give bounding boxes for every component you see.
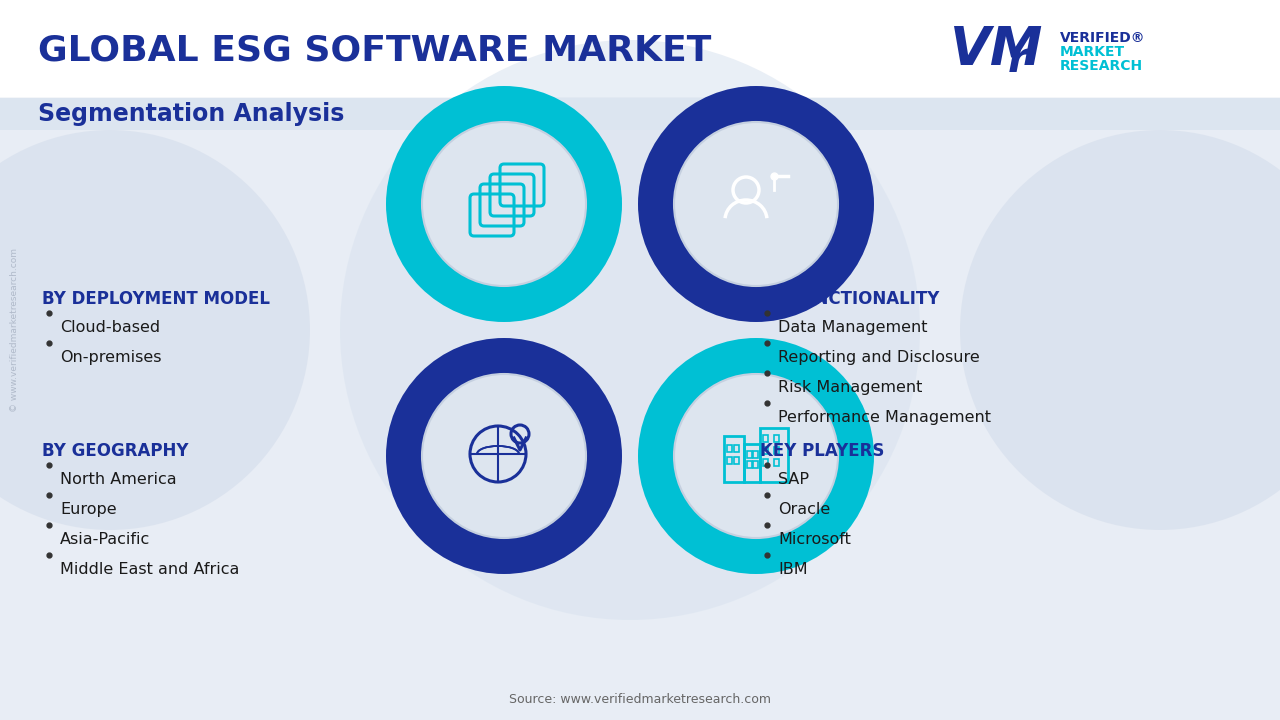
Text: Source: www.verifiedmarketresearch.com: Source: www.verifiedmarketresearch.com [509, 693, 771, 706]
Text: Risk Management: Risk Management [778, 380, 923, 395]
Circle shape [675, 374, 838, 538]
Text: IBM: IBM [778, 562, 808, 577]
Bar [724, 436, 744, 482]
Text: © www.verifiedmarketresearch.com: © www.verifiedmarketresearch.com [10, 248, 19, 412]
Circle shape [422, 374, 586, 538]
Bar [774, 459, 780, 466]
Text: Performance Management: Performance Management [778, 410, 991, 425]
Circle shape [0, 130, 310, 530]
Text: BY GEOGRAPHY: BY GEOGRAPHY [42, 442, 188, 460]
Bar [744, 444, 760, 482]
Text: Microsoft: Microsoft [778, 532, 851, 547]
Bar [760, 428, 788, 482]
Text: On-premises: On-premises [60, 350, 161, 365]
Bar [774, 435, 780, 442]
Text: VM: VM [950, 24, 1043, 76]
Bar [763, 435, 768, 442]
Text: Europe: Europe [60, 502, 116, 517]
Bar [727, 457, 732, 464]
Circle shape [637, 86, 874, 322]
Text: Segmentation Analysis: Segmentation Analysis [38, 102, 344, 126]
Bar [774, 447, 780, 454]
Circle shape [637, 338, 874, 574]
Text: Asia-Pacific: Asia-Pacific [60, 532, 150, 547]
Circle shape [675, 122, 838, 286]
Text: RESEARCH: RESEARCH [1060, 59, 1143, 73]
Bar [0, 0, 1280, 100]
Text: KEY PLAYERS: KEY PLAYERS [760, 442, 884, 460]
Text: Reporting and Disclosure: Reporting and Disclosure [778, 350, 979, 365]
Bar [0, 98, 1280, 720]
Text: r: r [1009, 39, 1029, 81]
Text: VERIFIED®: VERIFIED® [1060, 31, 1146, 45]
Circle shape [340, 40, 920, 620]
Circle shape [422, 122, 586, 286]
Bar [763, 459, 768, 466]
Text: Data Management: Data Management [778, 320, 928, 335]
Bar [733, 457, 739, 464]
Bar [748, 461, 753, 468]
Circle shape [387, 86, 622, 322]
Text: MARKET: MARKET [1060, 45, 1125, 59]
Bar [727, 445, 732, 452]
Text: North America: North America [60, 472, 177, 487]
Bar [0, 98, 1280, 130]
Bar [748, 451, 753, 458]
Bar [733, 445, 739, 452]
Bar [753, 451, 758, 458]
Text: BY FUNCTIONALITY: BY FUNCTIONALITY [760, 290, 940, 308]
Text: BY DEPLOYMENT MODEL: BY DEPLOYMENT MODEL [42, 290, 270, 308]
Text: Middle East and Africa: Middle East and Africa [60, 562, 239, 577]
Bar [763, 447, 768, 454]
Text: SAP: SAP [778, 472, 809, 487]
Circle shape [960, 130, 1280, 530]
Text: Cloud-based: Cloud-based [60, 320, 160, 335]
Text: Oracle: Oracle [778, 502, 831, 517]
Text: GLOBAL ESG SOFTWARE MARKET: GLOBAL ESG SOFTWARE MARKET [38, 33, 712, 67]
Circle shape [387, 338, 622, 574]
Bar [753, 461, 758, 468]
